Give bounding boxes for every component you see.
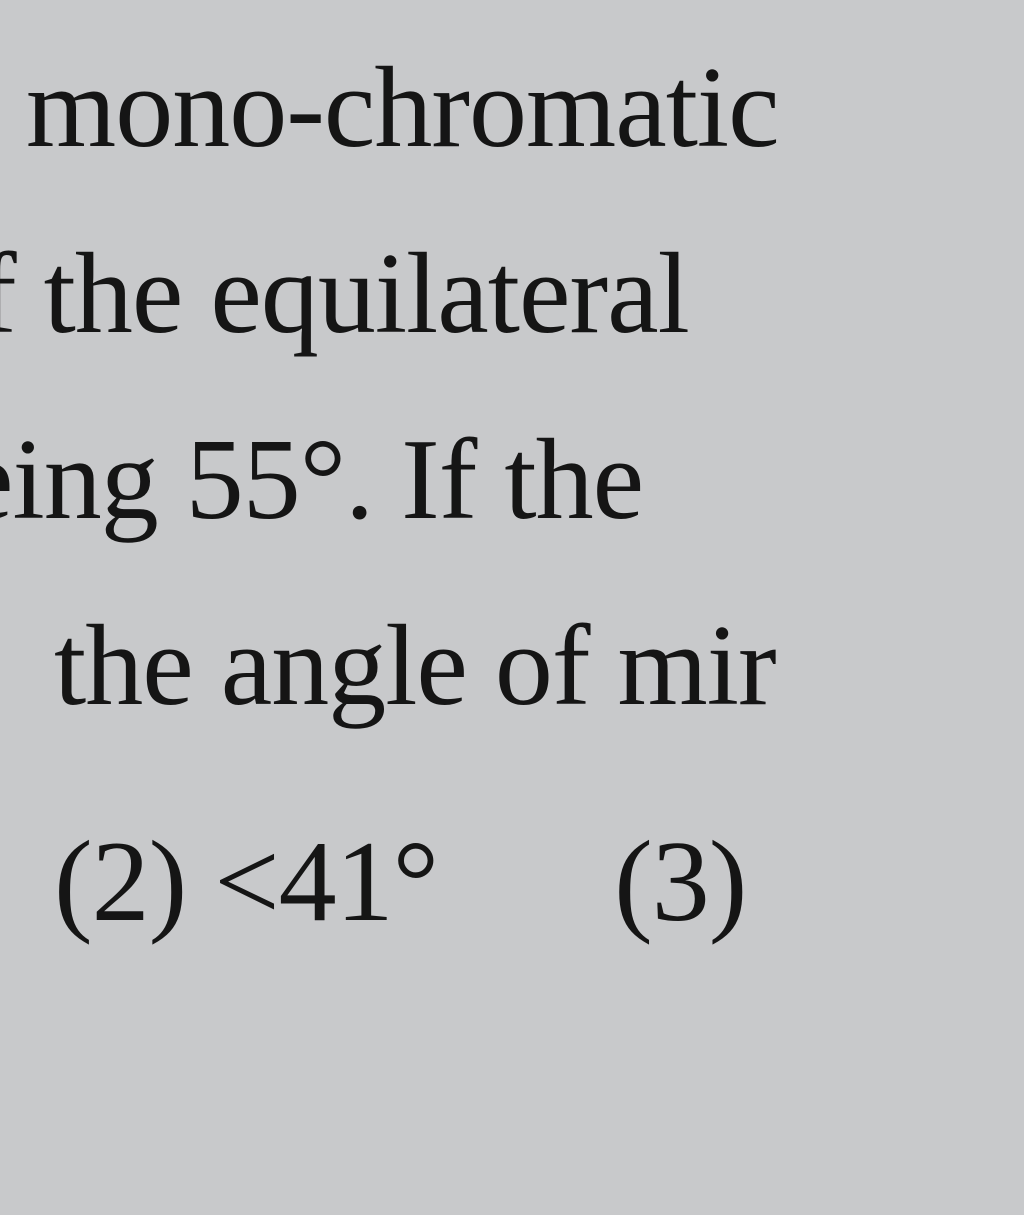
scanned-text-fragment: mono-chromatic f the equilateral eing 55… bbox=[0, 0, 1024, 1215]
text-line-4: the angle of mir bbox=[54, 608, 1024, 724]
option-3-label: (3) bbox=[614, 818, 746, 946]
option-2-label: (2) bbox=[54, 818, 186, 946]
text-line-3: eing 55°. If the bbox=[0, 422, 1024, 538]
text-line-1: mono-chromatic bbox=[26, 50, 1024, 166]
options-line: (2) <41° (3) bbox=[54, 824, 1024, 940]
text-line-2: f the equilateral bbox=[0, 236, 1024, 352]
option-2-value: <41° bbox=[214, 818, 438, 946]
